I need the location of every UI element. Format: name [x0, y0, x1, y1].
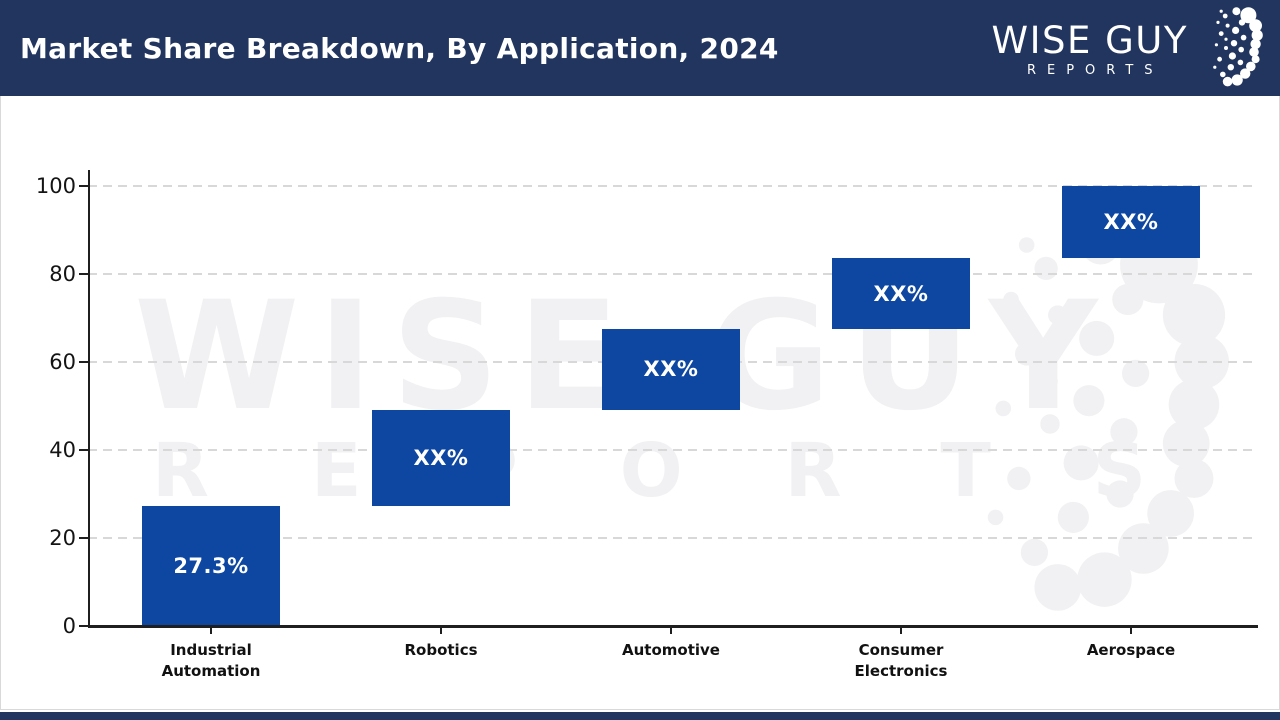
y-tick-label: 100 — [35, 174, 76, 198]
gridline-40 — [88, 449, 1256, 451]
brand-logo: WISE GUY REPORTS — [992, 2, 1270, 94]
x-category-label: Aerospace — [1086, 641, 1176, 659]
x-category-label: Automotive — [622, 641, 720, 659]
bar-value-label: 27.3% — [173, 553, 249, 578]
x-tick-mark — [1130, 626, 1132, 634]
bar-aerospace: XX% — [1062, 186, 1200, 259]
y-tick-label: 0 — [62, 614, 76, 638]
bar-robotics: XX% — [372, 409, 510, 506]
y-tick-mark — [79, 625, 88, 627]
x-category-label: Consumer Electronics — [854, 641, 948, 680]
x-category-label: Robotics — [404, 641, 478, 659]
gridline-20 — [88, 537, 1256, 539]
y-tick-label: 80 — [49, 262, 76, 286]
bar-value-label: XX% — [643, 357, 699, 382]
bar-value-label: XX% — [413, 445, 469, 470]
watermark-subtext: REPORTS — [152, 428, 1249, 514]
page-title: Market Share Breakdown, By Application, … — [20, 31, 779, 65]
bar-automotive: XX% — [602, 329, 740, 410]
y-tick-mark — [79, 361, 88, 363]
brand-subtext: REPORTS — [1026, 62, 1164, 78]
x-tick-mark — [900, 626, 902, 634]
x-axis-spine — [88, 625, 1258, 628]
y-tick-label: 60 — [49, 350, 76, 374]
gridline-80 — [88, 273, 1256, 275]
x-category-label: Industrial Automation — [161, 641, 261, 680]
x-tick-mark — [670, 626, 672, 634]
header-bar: Market Share Breakdown, By Application, … — [0, 0, 1280, 96]
x-tick-mark — [440, 626, 442, 634]
y-tick-mark — [79, 537, 88, 539]
x-tick-mark — [210, 626, 212, 634]
brand-head-icon — [1213, 7, 1263, 87]
y-tick-mark — [79, 449, 88, 451]
y-tick-label: 40 — [49, 438, 76, 462]
brand-wordmark: WISE GUY — [991, 18, 1188, 62]
y-tick-mark — [79, 273, 88, 275]
gridline-100 — [88, 185, 1256, 187]
y-axis-spine — [88, 170, 90, 628]
bar-value-label: XX% — [1103, 210, 1159, 235]
y-tick-mark — [79, 185, 88, 187]
bar-consumer-electronics: XX% — [832, 258, 970, 329]
footer-bar — [0, 712, 1280, 720]
bar-value-label: XX% — [873, 281, 929, 306]
bar-industrial-automation: 27.3% — [142, 505, 280, 626]
y-tick-label: 20 — [49, 526, 76, 550]
brand-logo-text: WISE GUY REPORTS — [992, 19, 1188, 78]
